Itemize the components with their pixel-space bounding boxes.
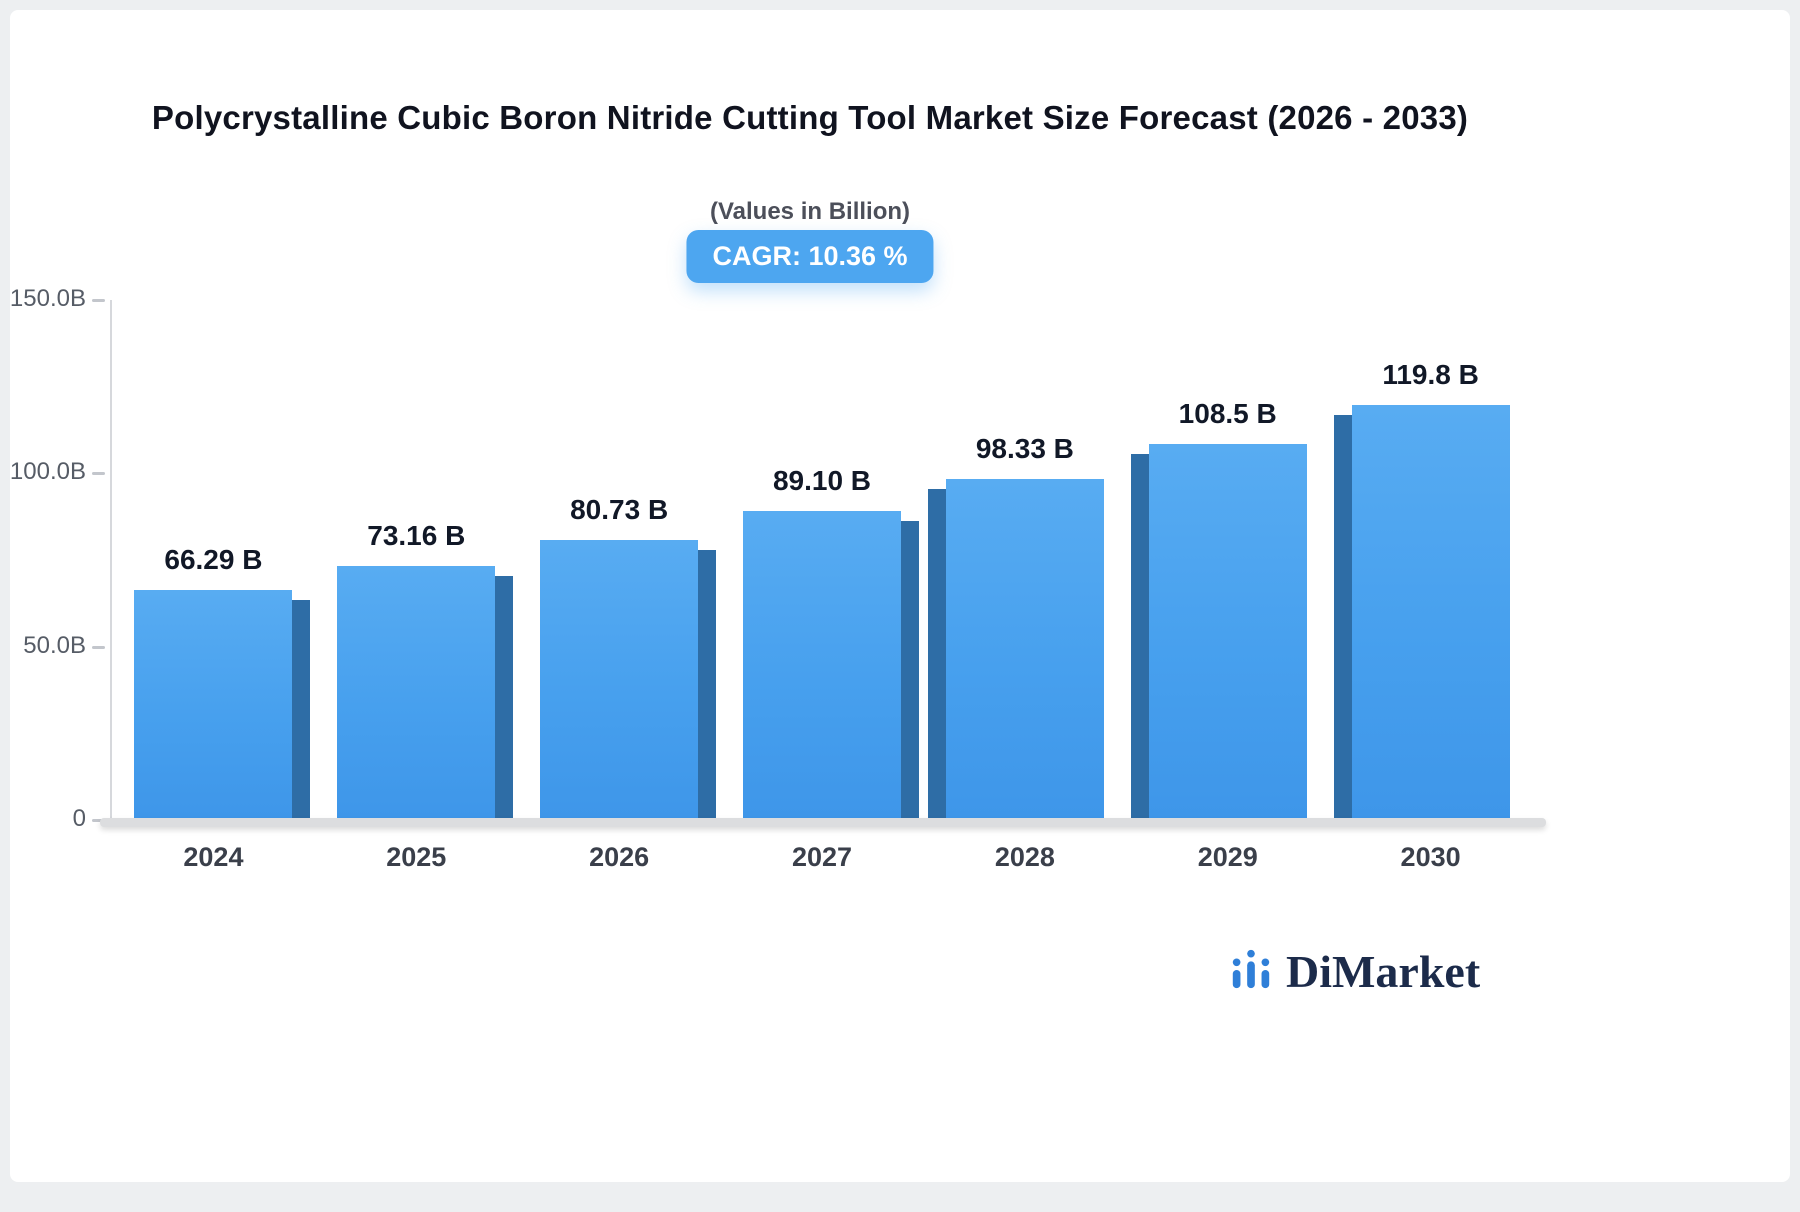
x-axis-label: 2024	[183, 842, 244, 872]
y-tick-label: 50.0B	[23, 631, 86, 659]
brand-logo-text: DiMarket	[1286, 945, 1481, 997]
brand-logo: DiMarket	[1228, 946, 1480, 997]
y-tick-mark	[92, 819, 105, 822]
y-tick-label: 100.0B	[9, 458, 86, 486]
bar-value-label: 89.10 B	[772, 465, 872, 497]
bar-2024[interactable]	[134, 590, 311, 820]
bar-value-label: 66.29 B	[164, 544, 263, 576]
x-axis-label: 2028	[994, 842, 1055, 872]
bar-slot: 89.10 B	[721, 300, 924, 820]
bar-2029[interactable]	[1130, 443, 1307, 821]
chart-title: Polycrystalline Cubic Boron Nitride Cutt…	[151, 99, 1469, 136]
bar-slot: 98.33 B	[923, 300, 1126, 820]
x-axis-label: 2029	[1197, 842, 1258, 872]
chart-subtitle: (Values in Billion)	[709, 198, 911, 225]
plot-area: 66.29 B 73.16 B 80.73 B 89.10 B 98.33 B 108.5…	[112, 300, 1532, 821]
bar-2028[interactable]	[927, 479, 1104, 820]
y-tick-label: 150.0B	[9, 285, 86, 312]
y-tick-mark	[92, 472, 105, 476]
x-axis-label: 2025	[386, 842, 447, 872]
bar-2025[interactable]	[337, 566, 514, 820]
bar-slot: 73.16 B	[315, 300, 518, 820]
bar-slot: 108.5 B	[1126, 300, 1329, 821]
y-tick-label: 0	[72, 805, 86, 832]
y-tick-mark	[92, 645, 105, 649]
bar-2030[interactable]	[1333, 404, 1510, 821]
bar-2027[interactable]	[743, 511, 919, 820]
y-tick-mark	[92, 299, 105, 302]
bar-value-label: 98.33 B	[975, 433, 1074, 465]
y-axis-line	[110, 300, 112, 822]
bar-slot: 66.29 B	[112, 300, 315, 820]
bar-2026[interactable]	[540, 540, 717, 820]
x-axis-baseline	[100, 818, 1546, 827]
x-axis-label: 2027	[791, 842, 853, 872]
x-axis-label: 2030	[1400, 842, 1461, 872]
bar-slot: 119.8 B	[1329, 300, 1532, 821]
bar-value-label: 73.16 B	[367, 520, 466, 552]
x-axis-labels: 2024 2025 2026 2027 2028 2029 2030	[112, 842, 1532, 873]
bar-value-label: 108.5 B	[1178, 397, 1277, 429]
bar-value-label: 80.73 B	[570, 494, 669, 526]
bar-chart-logo-icon	[1228, 946, 1274, 997]
x-axis-label: 2026	[589, 842, 650, 872]
bar-value-label: 119.8 B	[1382, 358, 1479, 390]
bar-slot: 80.73 B	[518, 300, 721, 820]
cagr-badge: CAGR: 10.36 %	[686, 230, 934, 283]
